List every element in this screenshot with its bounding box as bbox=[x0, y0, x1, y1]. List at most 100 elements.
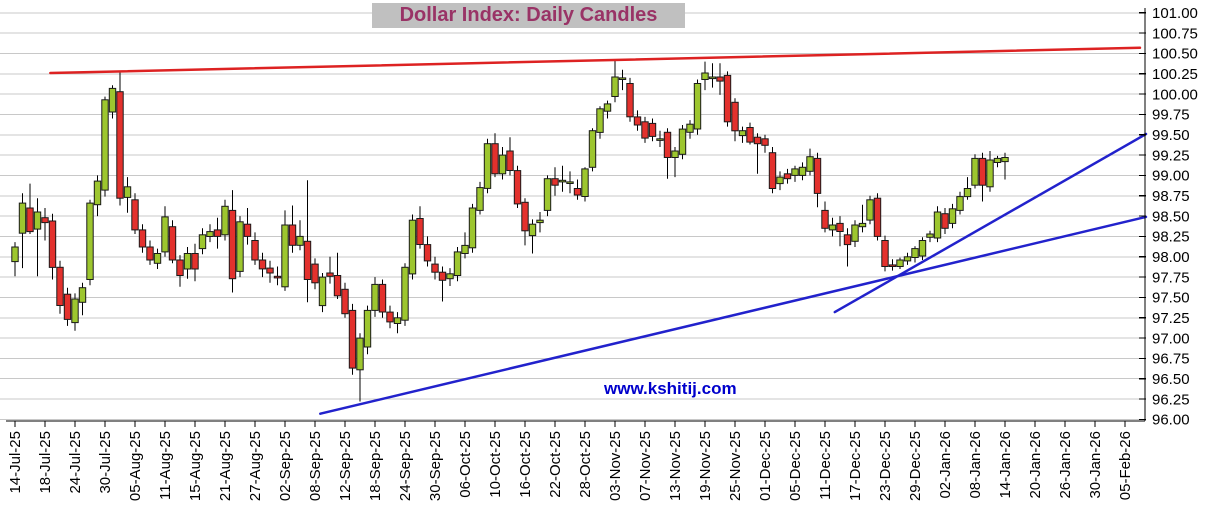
candle[interactable] bbox=[63, 293, 72, 320]
candle[interactable] bbox=[416, 218, 424, 245]
candle[interactable] bbox=[926, 233, 934, 238]
candle[interactable] bbox=[761, 138, 769, 146]
candle[interactable] bbox=[603, 103, 612, 112]
candle[interactable] bbox=[558, 179, 567, 183]
candle[interactable] bbox=[363, 309, 372, 348]
candle[interactable] bbox=[183, 253, 192, 270]
candle[interactable] bbox=[753, 136, 762, 145]
candle[interactable] bbox=[258, 259, 267, 270]
candle[interactable] bbox=[978, 157, 987, 186]
candle[interactable] bbox=[813, 157, 822, 194]
candle[interactable] bbox=[491, 143, 499, 175]
candle[interactable] bbox=[941, 213, 949, 229]
candle[interactable] bbox=[393, 317, 402, 324]
candle[interactable] bbox=[56, 266, 64, 306]
candle[interactable] bbox=[116, 91, 124, 199]
candle[interactable] bbox=[71, 298, 79, 324]
candle[interactable] bbox=[161, 216, 169, 253]
candle[interactable] bbox=[221, 205, 229, 236]
candle[interactable] bbox=[288, 224, 297, 246]
candle[interactable] bbox=[986, 159, 994, 188]
candle[interactable] bbox=[678, 128, 687, 155]
candle[interactable] bbox=[596, 108, 604, 133]
candle[interactable] bbox=[956, 196, 964, 211]
candle[interactable] bbox=[708, 76, 717, 80]
candle[interactable] bbox=[566, 181, 574, 184]
candle[interactable] bbox=[896, 259, 904, 267]
candle[interactable] bbox=[228, 209, 237, 280]
candle[interactable] bbox=[123, 186, 132, 198]
watermark-link[interactable]: www.kshitij.com bbox=[604, 379, 737, 398]
candle[interactable] bbox=[506, 150, 514, 171]
candle[interactable] bbox=[588, 130, 597, 168]
candle[interactable] bbox=[873, 197, 882, 237]
candle[interactable] bbox=[791, 168, 799, 176]
candle[interactable] bbox=[618, 77, 627, 81]
candle[interactable] bbox=[206, 231, 214, 238]
candle[interactable] bbox=[18, 202, 27, 234]
candle[interactable] bbox=[521, 201, 529, 232]
candle[interactable] bbox=[236, 221, 244, 272]
candle[interactable] bbox=[768, 152, 777, 189]
candle[interactable] bbox=[408, 219, 417, 275]
candle[interactable] bbox=[273, 275, 282, 279]
candle[interactable] bbox=[153, 253, 162, 264]
candle[interactable] bbox=[513, 170, 522, 205]
candle[interactable] bbox=[33, 211, 42, 230]
candle[interactable] bbox=[26, 207, 34, 233]
candle[interactable] bbox=[903, 256, 912, 262]
candle[interactable] bbox=[296, 235, 304, 246]
candle[interactable] bbox=[461, 244, 469, 254]
candle[interactable] bbox=[431, 263, 439, 273]
candle[interactable] bbox=[101, 99, 109, 191]
candle[interactable] bbox=[963, 188, 972, 198]
candle[interactable] bbox=[1001, 157, 1009, 163]
candle[interactable] bbox=[401, 266, 409, 321]
candle[interactable] bbox=[806, 156, 814, 172]
candle[interactable] bbox=[716, 76, 724, 82]
candle[interactable] bbox=[671, 150, 679, 158]
candle[interactable] bbox=[701, 72, 709, 80]
candle[interactable] bbox=[911, 248, 919, 259]
candle[interactable] bbox=[888, 264, 897, 267]
candle[interactable] bbox=[866, 199, 874, 221]
candle[interactable] bbox=[551, 178, 559, 186]
candle[interactable] bbox=[168, 226, 177, 261]
candle[interactable] bbox=[108, 87, 117, 113]
candle[interactable] bbox=[11, 246, 19, 263]
candle[interactable] bbox=[86, 202, 94, 281]
candle[interactable] bbox=[41, 217, 49, 224]
candle[interactable] bbox=[356, 337, 364, 371]
candle[interactable] bbox=[858, 222, 867, 228]
candle[interactable] bbox=[243, 223, 252, 237]
candle[interactable] bbox=[933, 211, 942, 239]
candle[interactable] bbox=[798, 166, 807, 176]
candle[interactable] bbox=[528, 223, 537, 237]
candle[interactable] bbox=[498, 154, 507, 175]
candle[interactable] bbox=[821, 209, 829, 229]
candle[interactable] bbox=[191, 253, 199, 270]
candle[interactable] bbox=[918, 240, 927, 257]
candle[interactable] bbox=[881, 240, 889, 267]
candle[interactable] bbox=[311, 263, 319, 284]
candle[interactable] bbox=[738, 130, 747, 137]
candle[interactable] bbox=[993, 157, 1002, 163]
candle[interactable] bbox=[281, 224, 289, 288]
candle[interactable] bbox=[723, 74, 732, 123]
candle[interactable] bbox=[611, 76, 619, 97]
candle[interactable] bbox=[783, 173, 792, 180]
candle[interactable] bbox=[536, 219, 544, 224]
candle[interactable] bbox=[303, 240, 312, 281]
candle[interactable] bbox=[423, 244, 432, 262]
candle[interactable] bbox=[468, 207, 477, 249]
candle[interactable] bbox=[836, 222, 844, 232]
candle[interactable] bbox=[483, 143, 492, 189]
candle[interactable] bbox=[146, 246, 154, 261]
candle[interactable] bbox=[843, 234, 852, 246]
candle[interactable] bbox=[176, 259, 184, 276]
candle[interactable] bbox=[138, 229, 147, 248]
candle[interactable] bbox=[371, 283, 379, 311]
candle[interactable] bbox=[948, 208, 957, 224]
candle[interactable] bbox=[348, 309, 357, 369]
candle[interactable] bbox=[663, 131, 672, 159]
